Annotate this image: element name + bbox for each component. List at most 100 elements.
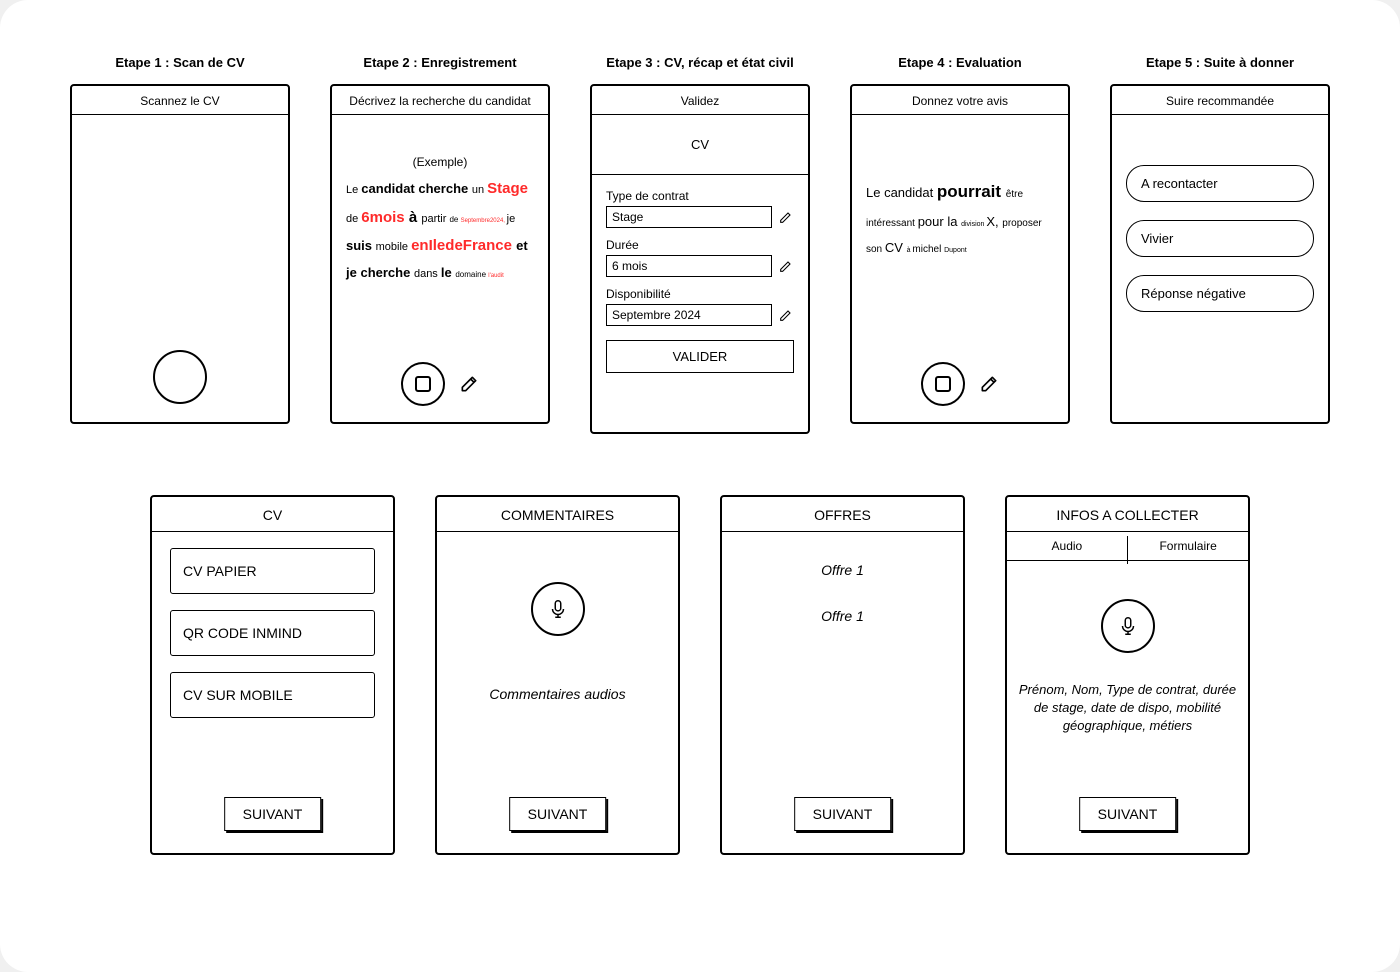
token: à [409, 209, 422, 226]
token: Le [346, 184, 361, 196]
stop-icon [415, 376, 431, 392]
cv-header: CV [152, 497, 393, 532]
next-button[interactable]: SUIVANT [224, 797, 322, 831]
step-5-label: Etape 5 : Suite à donner [1146, 55, 1294, 70]
record-controls [921, 362, 999, 406]
info-phone: INFOS A COLLECTER Audio Formulaire Préno… [1005, 495, 1250, 855]
field-input[interactable]: 6 mois [606, 255, 772, 277]
option-pill[interactable]: A recontacter [1126, 165, 1314, 202]
step-2: Etape 2 : Enregistrement Décrivez la rec… [330, 55, 550, 434]
field-input[interactable]: Septembre 2024 [606, 304, 772, 326]
token: je [507, 213, 516, 225]
token: pourrait [937, 182, 1006, 201]
cv-phone: CV CV PAPIERQR CODE INMINDCV SUR MOBILE … [150, 495, 395, 855]
microphone-icon [1117, 615, 1139, 637]
step-3-body: Type de contratStageDurée6 moisDisponibi… [592, 175, 808, 432]
cv-option-button[interactable]: CV SUR MOBILE [170, 672, 375, 718]
offers-header: OFFRES [722, 497, 963, 532]
comments-phone: COMMENTAIRES Commentaires audios SUIVANT [435, 495, 680, 855]
token: de [449, 215, 460, 224]
step-4-body: Le candidat pourrait être intéressant po… [852, 115, 1068, 422]
token: son [866, 244, 885, 255]
comments-header: COMMENTAIRES [437, 497, 678, 532]
field-label: Durée [606, 238, 794, 252]
step-3-phone: Validez CV Type de contratStageDurée6 mo… [590, 84, 810, 434]
token: enIledeFrance [411, 237, 516, 254]
token: un [472, 184, 487, 196]
offer-item[interactable]: Offre 1 [722, 608, 963, 624]
wireframe-canvas: Etape 1 : Scan de CV Scannez le CV Etape… [0, 0, 1400, 972]
cv-option-button[interactable]: QR CODE INMIND [170, 610, 375, 656]
field-row: Stage [606, 206, 794, 228]
step-5-body: A recontacter Vivier Réponse négative [1112, 115, 1328, 422]
stop-record-button[interactable] [401, 362, 445, 406]
step-1-body [72, 115, 288, 422]
candidate-description-text: Le candidat cherche un Stage de 6mois à … [346, 175, 534, 285]
tab-form[interactable]: Formulaire [1128, 532, 1248, 560]
token: intéressant [866, 218, 918, 229]
cv-body: CV PAPIER QR CODE INMIND CV SUR MOBILE [152, 532, 393, 718]
token: X, [986, 214, 1002, 229]
field-row: 6 mois [606, 255, 794, 277]
cv-option-button[interactable]: CV PAPIER [170, 548, 375, 594]
cv-section-label: CV [592, 115, 808, 175]
field-input[interactable]: Stage [606, 206, 772, 228]
mic-button[interactable] [1101, 599, 1155, 653]
field-label: Disponibilité [606, 287, 794, 301]
pencil-icon[interactable] [778, 307, 794, 323]
field-row: Septembre 2024 [606, 304, 794, 326]
token: division [961, 221, 986, 228]
step-3-label: Etape 3 : CV, récap et état civil [606, 55, 793, 70]
tab-audio[interactable]: Audio [1007, 532, 1127, 560]
record-controls [401, 362, 479, 406]
step-4-label: Etape 4 : Evaluation [898, 55, 1022, 70]
next-button[interactable]: SUIVANT [1079, 797, 1177, 831]
example-label: (Exemple) [346, 155, 534, 169]
token: 6mois [361, 209, 409, 226]
token: le [441, 265, 455, 280]
offers-body: Offre 1 Offre 1 [722, 532, 963, 624]
step-5-header: Suire recommandée [1112, 86, 1328, 115]
info-tabs: Audio Formulaire [1007, 532, 1248, 561]
step-2-label: Etape 2 : Enregistrement [363, 55, 516, 70]
step-5: Etape 5 : Suite à donner Suire recommand… [1110, 55, 1330, 434]
token: dans [414, 268, 441, 280]
token: michel [912, 244, 944, 255]
pencil-icon[interactable] [778, 209, 794, 225]
token: domaine [455, 270, 488, 279]
token: Stage [487, 180, 528, 197]
evaluation-text: Le candidat pourrait être intéressant po… [866, 175, 1054, 261]
step-5-phone: Suire recommandée A recontacter Vivier Rép… [1110, 84, 1330, 424]
option-pill[interactable]: Vivier [1126, 220, 1314, 257]
step-2-phone: Décrivez la recherche du candidat (Exemp… [330, 84, 550, 424]
step-2-body: (Exemple) Le candidat cherche un Stage d… [332, 115, 548, 422]
token: pour [918, 214, 948, 229]
token: proposer [1002, 218, 1041, 229]
token: suis [346, 238, 376, 253]
bottom-row: CV CV PAPIERQR CODE INMINDCV SUR MOBILE … [0, 495, 1400, 855]
token: cherche [418, 181, 471, 196]
step-2-header: Décrivez la recherche du candidat [332, 86, 548, 115]
top-row: Etape 1 : Scan de CV Scannez le CV Etape… [0, 55, 1400, 434]
comments-caption: Commentaires audios [437, 686, 678, 702]
token: de [346, 213, 361, 225]
microphone-icon [547, 598, 569, 620]
step-1-phone: Scannez le CV [70, 84, 290, 424]
edit-icon[interactable] [459, 374, 479, 394]
validate-button[interactable]: VALIDER [606, 340, 794, 373]
pencil-icon[interactable] [778, 258, 794, 274]
token: CV [885, 240, 907, 255]
camera-shutter-icon[interactable] [153, 350, 207, 404]
option-pill[interactable]: Réponse négative [1126, 275, 1314, 312]
step-1-label: Etape 1 : Scan de CV [115, 55, 244, 70]
next-button[interactable]: SUIVANT [794, 797, 892, 831]
token: Septembre2024, [461, 218, 507, 224]
next-button[interactable]: SUIVANT [509, 797, 607, 831]
token: candidat [361, 181, 418, 196]
info-caption: Prénom, Nom, Type de contrat, durée de s… [1017, 681, 1238, 736]
mic-button[interactable] [531, 582, 585, 636]
step-1: Etape 1 : Scan de CV Scannez le CV [70, 55, 290, 434]
offer-item[interactable]: Offre 1 [722, 562, 963, 578]
stop-record-button[interactable] [921, 362, 965, 406]
edit-icon[interactable] [979, 374, 999, 394]
